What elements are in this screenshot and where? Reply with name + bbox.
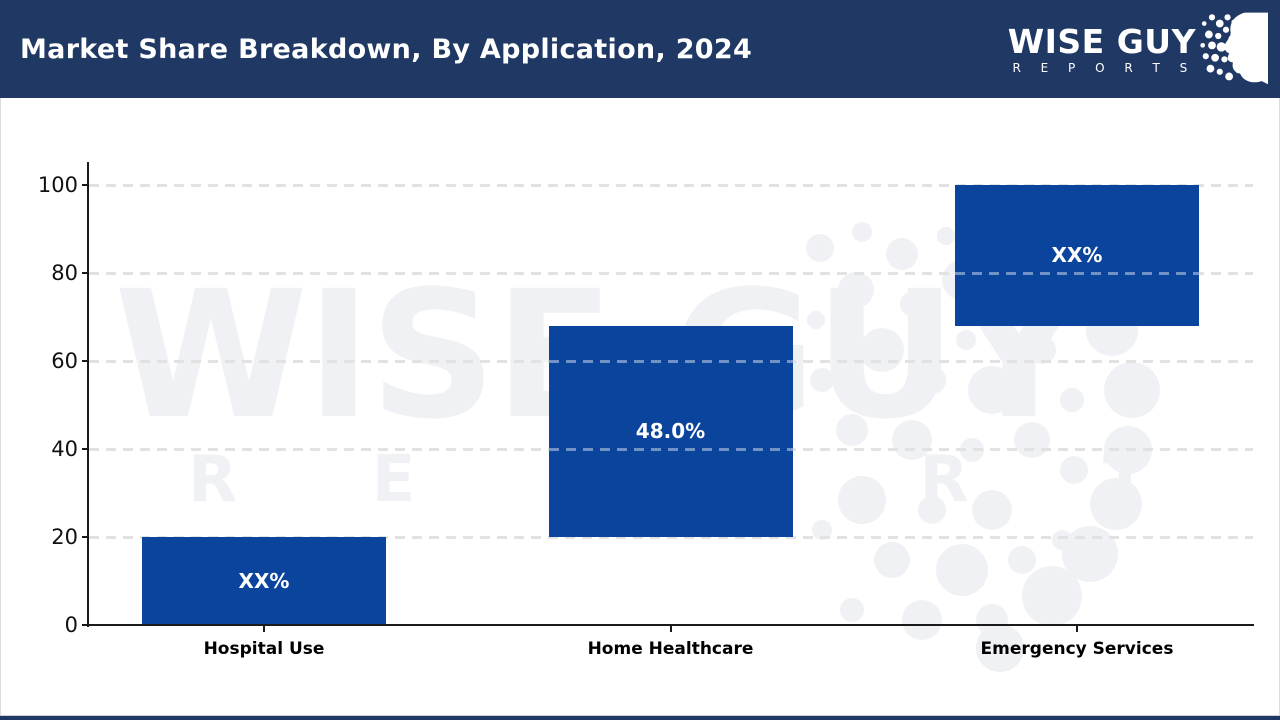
footer-hairline xyxy=(0,715,1280,716)
gridline xyxy=(89,536,1253,539)
brand-logo-text: WISE GUY R E P O R T S xyxy=(1007,21,1196,76)
chart-title: Market Share Breakdown, By Application, … xyxy=(20,33,753,65)
x-axis-category-label: Hospital Use xyxy=(203,639,325,659)
y-axis-tick xyxy=(82,360,89,362)
y-axis-tick xyxy=(82,624,89,626)
bar-value-label: 48.0% xyxy=(635,419,706,444)
y-axis-tick-label: 0 xyxy=(64,613,78,637)
x-axis-category-label: Emergency Services xyxy=(980,639,1174,659)
x-axis-tick xyxy=(263,626,265,632)
brand-logo: WISE GUY R E P O R T S xyxy=(1008,4,1268,96)
x-axis-line xyxy=(87,624,1254,626)
brand-subtitle: R E P O R T S xyxy=(1012,61,1196,76)
y-axis-tick-label: 60 xyxy=(51,349,78,373)
footer-bar xyxy=(0,716,1280,720)
y-axis-tick xyxy=(82,184,89,186)
bar-hospital-use: XX% xyxy=(142,537,386,625)
gridline-over-bar xyxy=(955,272,1199,275)
y-axis-tick-label: 40 xyxy=(51,437,78,461)
gridline xyxy=(89,184,1253,187)
x-axis-tick xyxy=(669,626,672,632)
y-axis-tick-label: 20 xyxy=(51,525,78,549)
y-axis-tick-label: 80 xyxy=(51,261,78,285)
y-axis-tick xyxy=(82,536,89,538)
y-axis-tick xyxy=(82,272,89,274)
bar-emergency-services: XX% xyxy=(955,185,1199,326)
bar-value-label: XX% xyxy=(238,569,290,593)
y-axis-line xyxy=(87,162,89,627)
page-border-left xyxy=(0,98,1,716)
y-axis-tick-label: 100 xyxy=(37,173,78,197)
brand-name: WISE GUY xyxy=(1007,21,1196,61)
x-axis-category-label: Home Healthcare xyxy=(587,639,754,659)
gridline-over-bar xyxy=(548,359,793,363)
gridline xyxy=(89,272,1253,275)
brand-face-icon xyxy=(1200,12,1268,85)
x-axis-tick xyxy=(1076,626,1078,632)
bar-home-healthcare: 48.0% xyxy=(548,325,793,537)
y-axis-tick xyxy=(82,448,89,450)
header-bar: Market Share Breakdown, By Application, … xyxy=(0,0,1280,98)
bar-value-label: XX% xyxy=(1051,243,1103,268)
gridline-over-bar xyxy=(548,447,793,451)
